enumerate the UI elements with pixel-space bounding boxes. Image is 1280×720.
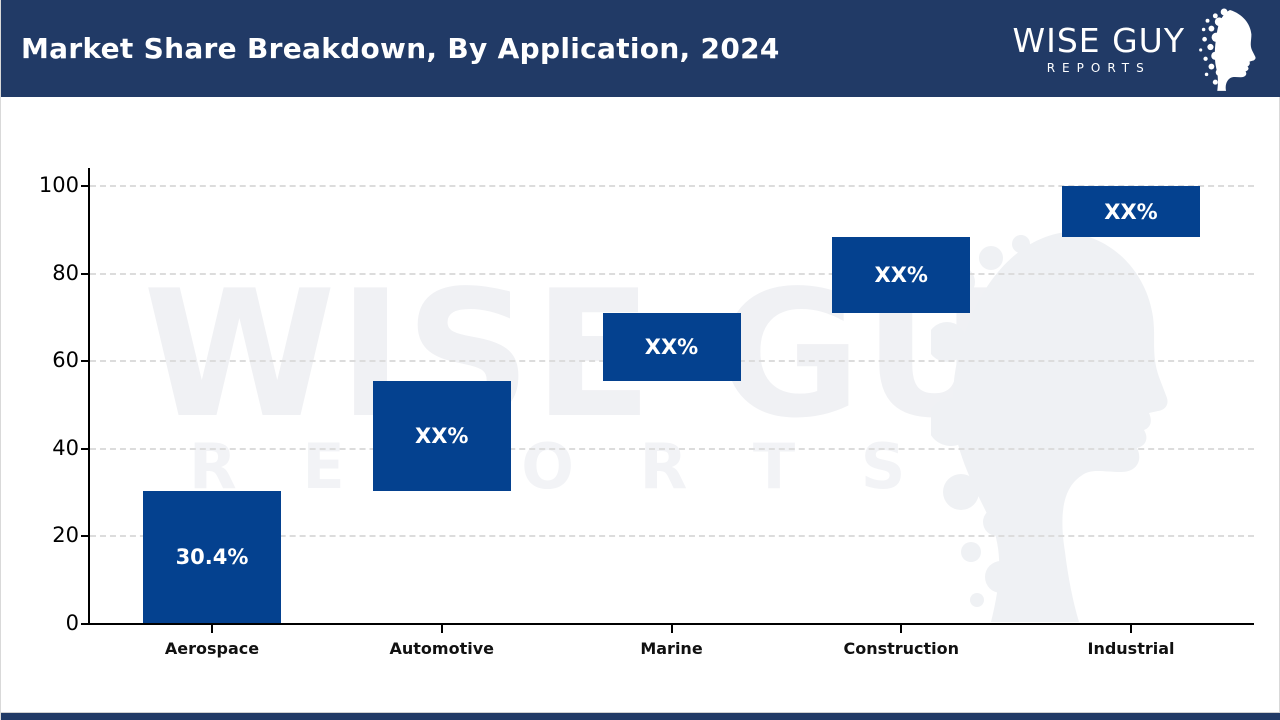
header-bar: Market Share Breakdown, By Application, …	[1, 0, 1280, 97]
category-label-aerospace: Aerospace	[164, 639, 260, 658]
bar-marine: XX%	[602, 313, 741, 381]
category-label-automotive: Automotive	[389, 639, 495, 658]
bar-construction: XX%	[832, 237, 971, 313]
bar-value-label: XX%	[1104, 199, 1158, 224]
logo-wordmark: WISE GUY	[1012, 21, 1185, 60]
y-tick-20	[81, 535, 89, 538]
y-tick-80	[81, 272, 89, 275]
bar-automotive: XX%	[372, 380, 511, 491]
y-tick-label-0: 0	[65, 611, 79, 635]
gridline-40	[90, 447, 1254, 450]
y-tick-0	[81, 623, 89, 625]
category-label-industrial: Industrial	[1087, 639, 1175, 658]
category-label-marine: Marine	[640, 639, 703, 658]
y-tick-100	[81, 185, 89, 187]
y-tick-label-80: 80	[52, 260, 79, 285]
watermark-subtitle: R E P O R T S	[189, 430, 928, 503]
wise-guy-reports-logo: WISE GUY REPORTS	[1012, 6, 1267, 92]
logo-subtitle: REPORTS	[1046, 61, 1151, 75]
gridline-80	[90, 272, 1254, 275]
y-tick-label-20: 20	[52, 523, 79, 548]
y-tick-label-60: 60	[52, 348, 79, 373]
category-label-construction: Construction	[843, 639, 960, 658]
bar-value-label: XX%	[644, 334, 699, 359]
bar-value-label: XX%	[415, 423, 469, 448]
x-tick-marine	[670, 625, 673, 633]
y-tick-label-100: 100	[38, 173, 79, 197]
y-tick-40	[81, 447, 89, 450]
bar-value-label: XX%	[874, 263, 928, 288]
page-title: Market Share Breakdown, By Application, …	[21, 32, 780, 65]
y-axis-line	[88, 168, 90, 625]
y-tick-label-40: 40	[52, 435, 79, 460]
logo-head-icon	[1199, 8, 1256, 91]
gridline-100	[90, 185, 1254, 187]
x-tick-construction	[900, 625, 903, 633]
x-axis-line	[88, 623, 1254, 625]
bar-aerospace: 30.4%	[143, 490, 281, 624]
y-tick-60	[81, 360, 89, 363]
x-tick-automotive	[440, 625, 443, 633]
x-tick-industrial	[1130, 625, 1132, 633]
logo-text: WISE GUY REPORTS	[1012, 21, 1185, 76]
gridline-20	[90, 535, 1254, 538]
bar-value-label: 30.4%	[175, 545, 249, 570]
bar-industrial: XX%	[1062, 186, 1200, 238]
footer-bar	[1, 712, 1280, 720]
x-tick-aerospace	[211, 625, 213, 633]
